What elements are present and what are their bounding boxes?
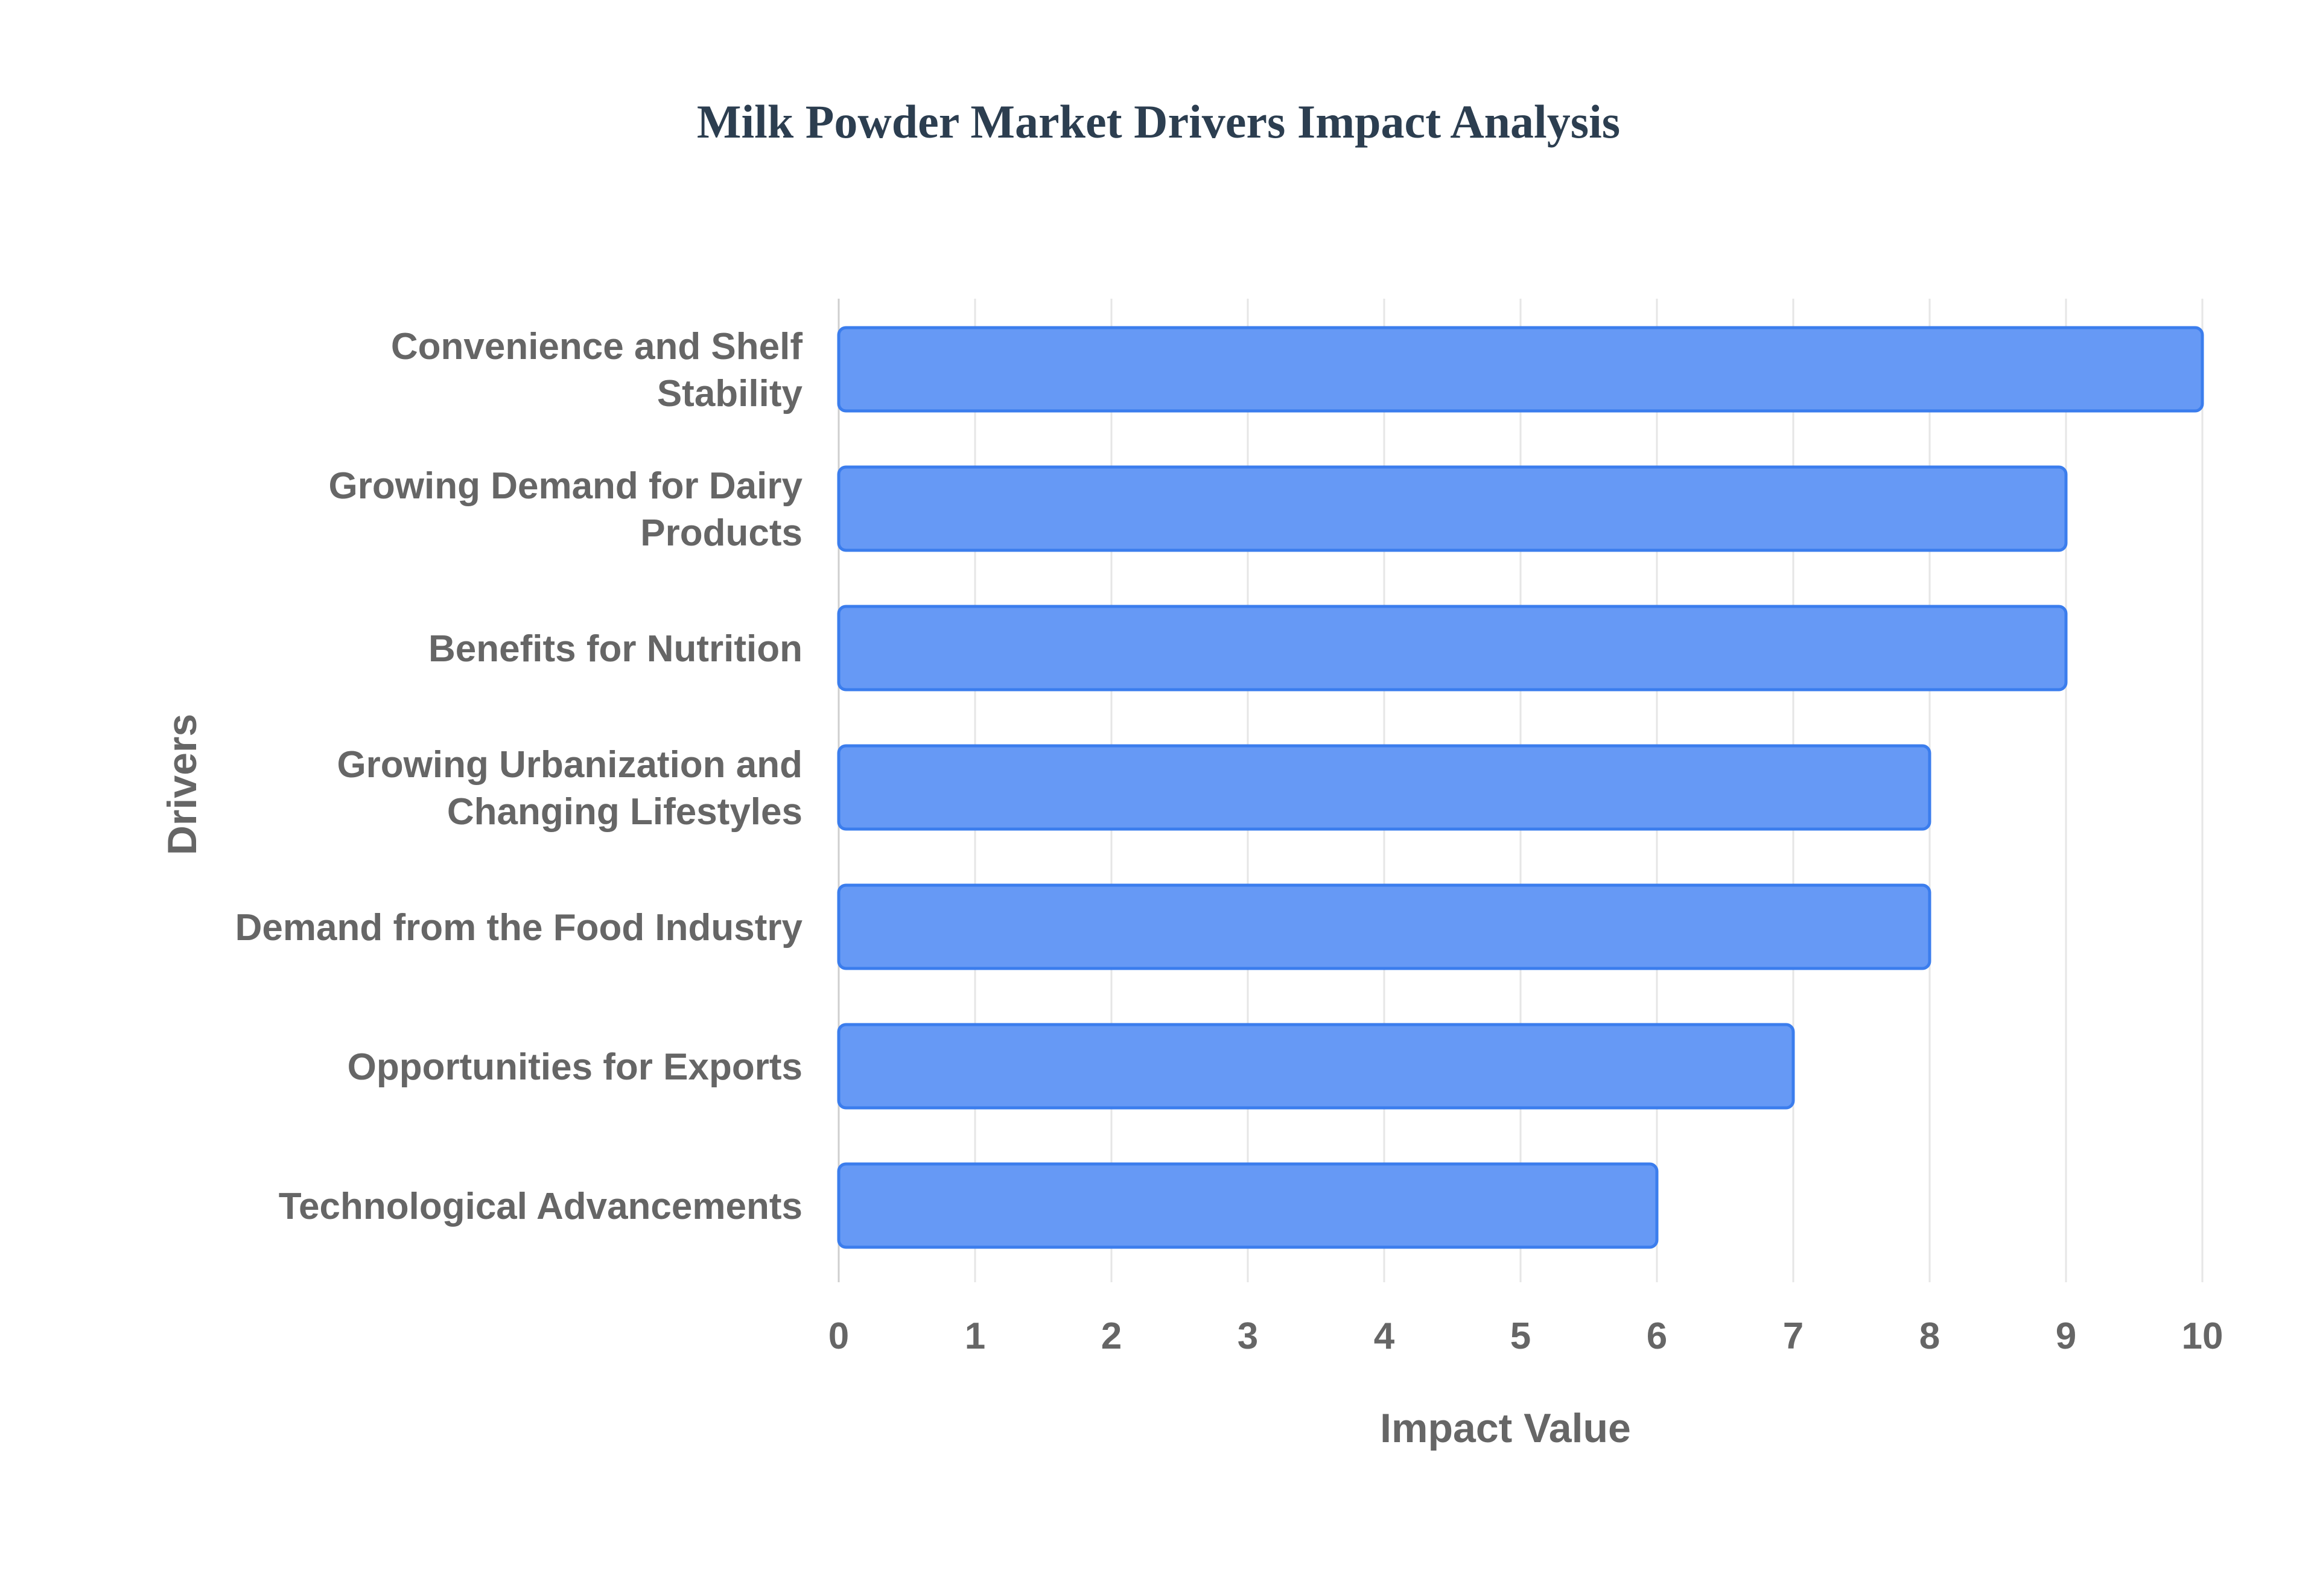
bar-2[interactable] bbox=[837, 465, 2068, 552]
y-axis-title: Drivers bbox=[159, 714, 205, 855]
x-tick-label-7: 7 bbox=[1783, 1315, 1804, 1357]
x-tick-label-8: 8 bbox=[1919, 1315, 1940, 1357]
bar-6[interactable] bbox=[837, 1023, 1795, 1110]
bar-4[interactable] bbox=[837, 744, 1931, 831]
x-tick-label-5: 5 bbox=[1510, 1315, 1531, 1357]
category-label-3: Benefits for Nutrition bbox=[428, 628, 803, 670]
bar-1[interactable] bbox=[837, 326, 2204, 413]
category-label-2: Growing Demand for Dairy Products bbox=[329, 465, 803, 554]
x-tick-label-3: 3 bbox=[1238, 1315, 1258, 1357]
bar-7[interactable] bbox=[837, 1162, 1659, 1249]
x-tick-label-4: 4 bbox=[1374, 1315, 1395, 1357]
bar-3[interactable] bbox=[837, 605, 2068, 691]
chart-title: Milk Powder Market Drivers Impact Analys… bbox=[697, 95, 1620, 148]
x-tick-label-2: 2 bbox=[1101, 1315, 1122, 1357]
x-tick-label-0: 0 bbox=[828, 1315, 849, 1357]
category-label-4: Growing Urbanization and Changing Lifesty… bbox=[337, 744, 803, 833]
bar-5[interactable] bbox=[837, 883, 1931, 970]
category-labels: Convenience and Shelf Stability Growing De… bbox=[235, 326, 803, 1227]
category-label-6: Opportunities for Exports bbox=[348, 1046, 803, 1088]
category-label-1: Convenience and Shelf Stability bbox=[391, 326, 803, 415]
x-tick-label-10: 10 bbox=[2182, 1315, 2223, 1357]
category-label-5: Demand from the Food Industry bbox=[235, 907, 803, 949]
bars bbox=[837, 326, 2204, 1249]
x-tick-labels: 0 1 2 3 4 5 6 7 8 9 10 bbox=[828, 1315, 2223, 1357]
x-tick-label-1: 1 bbox=[965, 1315, 985, 1357]
x-tick-label-9: 9 bbox=[2056, 1315, 2076, 1357]
x-axis-title: Impact Value bbox=[1380, 1405, 1631, 1451]
category-label-7: Technological Advancements bbox=[279, 1186, 803, 1227]
x-tick-label-6: 6 bbox=[1647, 1315, 1667, 1357]
